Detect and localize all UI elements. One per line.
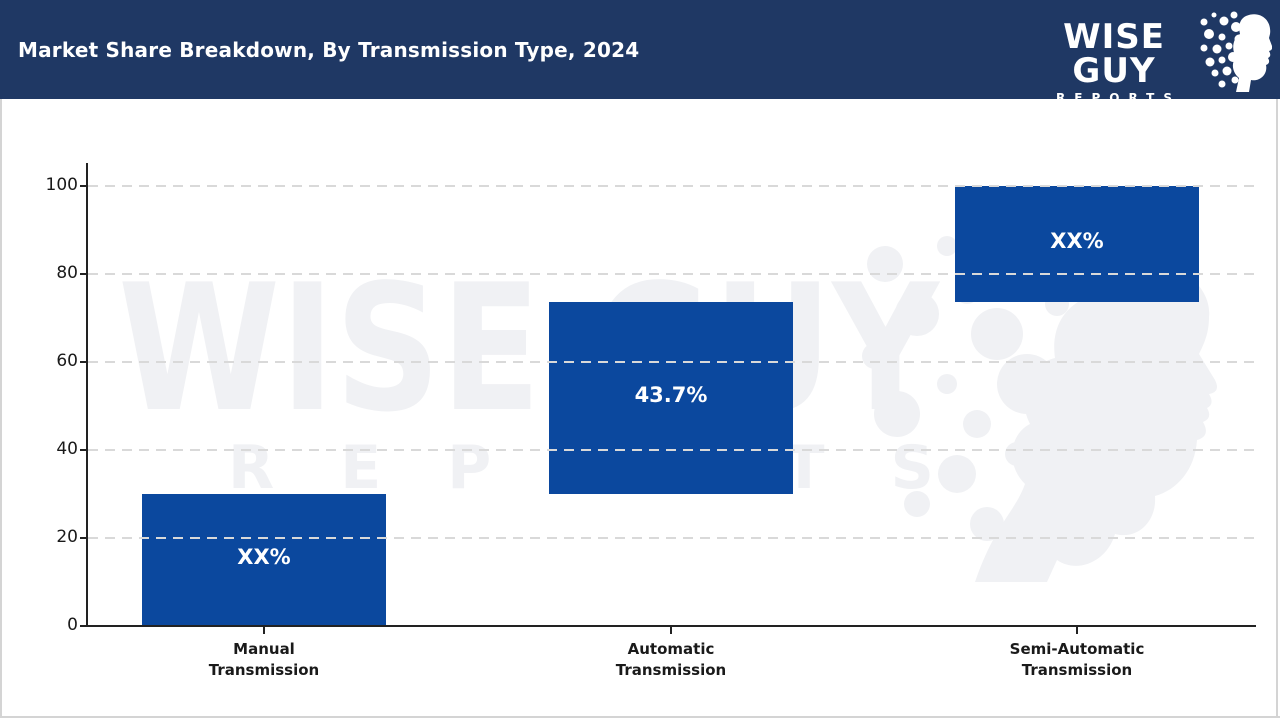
watermark-wise-guy-text: WISE GUY bbox=[118, 248, 939, 451]
y-tick-label-100: 100 bbox=[45, 175, 78, 195]
frame-bottom bbox=[0, 716, 1280, 718]
y-tick-label-80: 80 bbox=[56, 263, 78, 283]
x-axis-spine bbox=[86, 625, 1256, 627]
y-tick-0 bbox=[80, 625, 87, 627]
category-label-line: Manual bbox=[233, 640, 295, 658]
logo-dotted-face-icon bbox=[1200, 11, 1272, 92]
logo-reports-label: REPORTS bbox=[1056, 91, 1181, 105]
category-label-line: Semi-Automatic bbox=[1009, 640, 1145, 658]
bar-value-label-2: XX% bbox=[1050, 228, 1104, 253]
x-tick-1 bbox=[670, 627, 672, 634]
y-tick-100 bbox=[80, 185, 87, 187]
y-tick-label-0: 0 bbox=[67, 615, 78, 635]
category-label-line: Transmission bbox=[208, 661, 320, 679]
header-bar: Market Share Breakdown, By Transmission … bbox=[0, 0, 1280, 105]
category-label-line: Transmission bbox=[1021, 661, 1133, 679]
bar-value-label-0: XX% bbox=[237, 545, 291, 569]
category-label-0: Manual Transmission bbox=[134, 639, 394, 681]
page-title: Market Share Breakdown, By Transmission … bbox=[18, 37, 640, 62]
bar-2 bbox=[955, 186, 1199, 302]
y-tick-60 bbox=[80, 361, 87, 363]
gridline-20 bbox=[88, 537, 1256, 539]
category-label-line: Automatic bbox=[627, 640, 715, 658]
category-label-line: Transmission bbox=[615, 661, 727, 679]
y-tick-20 bbox=[80, 537, 87, 539]
logo-wise-guy-label: WISE GUY bbox=[1063, 17, 1165, 91]
gridline-40 bbox=[88, 449, 1256, 451]
gridline-60 bbox=[88, 361, 1256, 363]
category-label-1: Automatic Transmission bbox=[541, 639, 801, 681]
y-tick-40 bbox=[80, 449, 87, 451]
category-label-2: Semi-Automatic Transmission bbox=[947, 639, 1207, 681]
frame-left bbox=[0, 99, 2, 718]
gridline-100 bbox=[88, 185, 1256, 187]
wise-guy-reports-logo: WISE GUY REPORTS bbox=[1022, 6, 1272, 105]
y-tick-80 bbox=[80, 273, 87, 275]
bar-value-label-1: 43.7% bbox=[634, 382, 708, 407]
y-tick-label-20: 20 bbox=[56, 527, 78, 547]
y-tick-label-40: 40 bbox=[56, 439, 78, 459]
gridline-80 bbox=[88, 273, 1256, 275]
y-tick-label-60: 60 bbox=[56, 351, 78, 371]
x-tick-0 bbox=[263, 627, 265, 634]
bar-1 bbox=[549, 301, 793, 494]
y-axis-spine bbox=[86, 163, 88, 627]
bar-0 bbox=[142, 494, 386, 626]
logo-text: WISE GUY REPORTS bbox=[1022, 20, 1206, 105]
x-tick-2 bbox=[1076, 627, 1078, 634]
frame-right bbox=[1276, 99, 1278, 718]
